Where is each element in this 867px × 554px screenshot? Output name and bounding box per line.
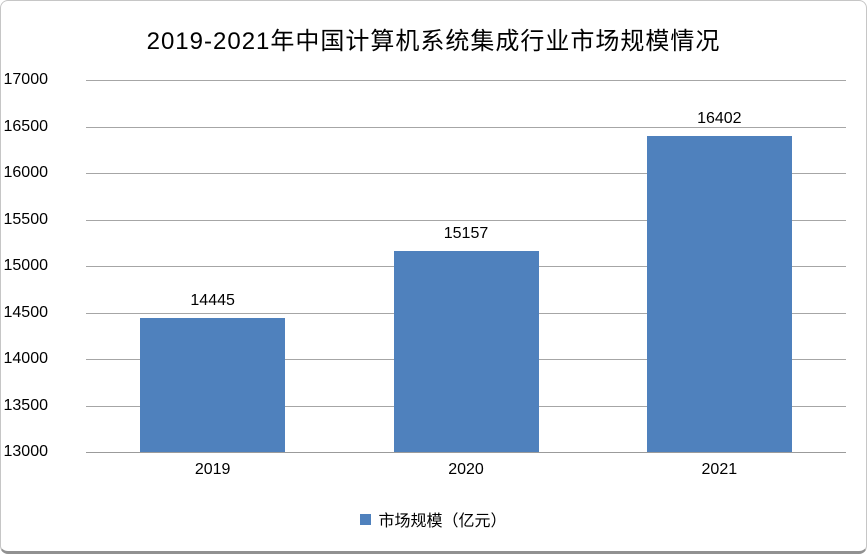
x-axis-category-label-2020: 2020 — [448, 461, 484, 478]
gridline-y-17000 — [86, 80, 846, 81]
y-axis-tick-label: 17000 — [3, 71, 49, 88]
legend-label: 市场规模（亿元） — [378, 513, 507, 530]
legend: 市场规模（亿元） — [1, 507, 866, 531]
legend-square-swatch-icon — [360, 513, 372, 525]
bar-2020 — [393, 251, 539, 452]
bar-2019 — [140, 317, 286, 452]
gridline-y-13000 — [86, 452, 846, 453]
y-axis-tick-label: 16500 — [3, 117, 49, 135]
y-axis-tick-label: 15000 — [3, 257, 49, 274]
bar-2021 — [646, 135, 792, 452]
x-axis-category-label-2021: 2021 — [701, 461, 738, 478]
y-axis-tick-label: 15500 — [3, 210, 49, 228]
y-axis-tick-label: 16000 — [3, 164, 49, 181]
bar-value-label-2019: 14445 — [190, 291, 235, 309]
y-axis-tick-label: 13500 — [3, 396, 49, 414]
chart-title: 2019-2021年中国计算机系统集成行业市场规模情况 — [146, 28, 721, 55]
x-axis-category-label-2019: 2019 — [194, 461, 231, 478]
y-axis-tick-label: 13000 — [3, 443, 49, 460]
gridline-y-16000 — [86, 173, 846, 174]
y-axis-tick-label: 14500 — [3, 303, 49, 321]
gridline-y-16500 — [86, 126, 846, 128]
bar-value-label-2021: 16402 — [697, 109, 742, 127]
plot-area: 13000 13500 14000 14500 15000 15500 16000 16500… — [4, 71, 846, 478]
y-axis-tick-label: 14000 — [3, 350, 49, 367]
bar-value-label-2020: 15157 — [443, 225, 489, 243]
gridline-y-15500 — [86, 219, 846, 221]
